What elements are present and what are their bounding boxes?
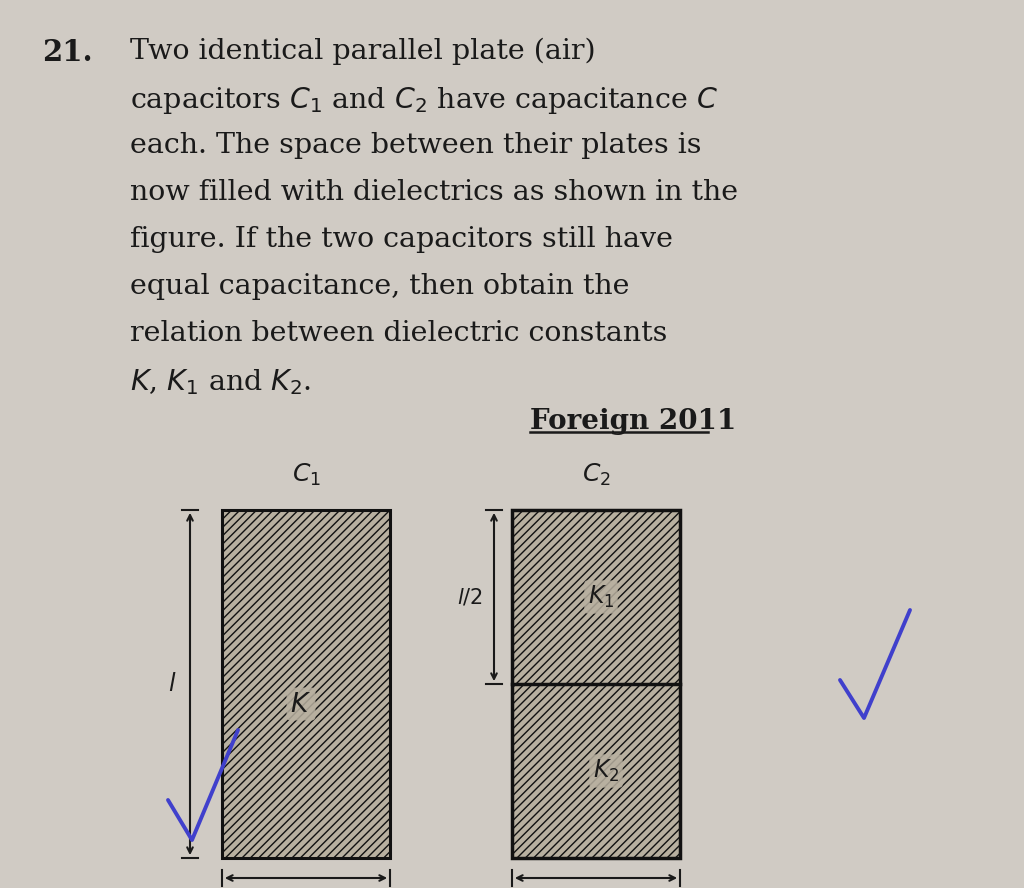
Text: $C_1$: $C_1$ [292,462,321,488]
Text: now filled with dielectrics as shown in the: now filled with dielectrics as shown in … [130,179,738,206]
Text: Foreign 2011: Foreign 2011 [530,408,736,435]
Text: 21.: 21. [42,38,92,67]
Text: $K_2$: $K_2$ [593,757,620,784]
Bar [512,684,680,858]
Bar [222,510,390,858]
Text: $C_2$: $C_2$ [582,462,610,488]
Text: $K$: $K$ [291,692,311,717]
Text: $l/2$: $l/2$ [457,586,482,607]
Text: each. The space between their plates is: each. The space between their plates is [130,132,701,159]
Text: $K_1$: $K_1$ [588,584,614,610]
Text: relation between dielectric constants: relation between dielectric constants [130,320,668,347]
Text: $K$, $K_1$ and $K_2$.: $K$, $K_1$ and $K_2$. [130,367,311,397]
Text: capacitors $C_1$ and $C_2$ have capacitance $C$: capacitors $C_1$ and $C_2$ have capacita… [130,85,718,116]
Text: $l$: $l$ [168,672,176,695]
Bar [512,510,680,858]
Bar [512,510,680,684]
Text: figure. If the two capacitors still have: figure. If the two capacitors still have [130,226,673,253]
Text: equal capacitance, then obtain the: equal capacitance, then obtain the [130,273,630,300]
Text: Two identical parallel plate (air): Two identical parallel plate (air) [130,38,596,66]
